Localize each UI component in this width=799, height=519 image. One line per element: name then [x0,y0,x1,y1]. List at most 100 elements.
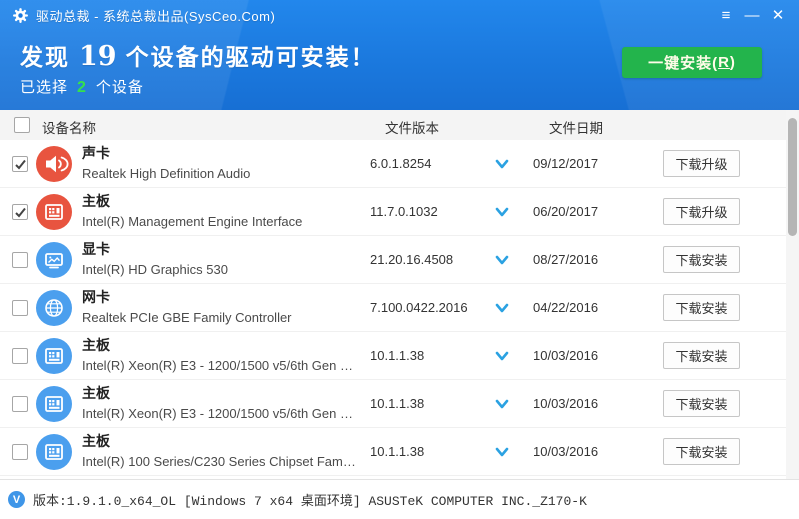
install-label-post: ) [729,54,736,71]
found-prefix: 发现 [20,44,70,70]
chevron-down-icon[interactable] [494,300,510,316]
version-text: 版本:1.9.1.0_x64_OL [Windows 7 x64 桌面环境] A… [33,494,587,509]
file-date: 10/03/2016 [533,444,599,459]
version-badge-icon: V [8,491,25,508]
status-footer: V 版本:1.9.1.0_x64_OL [Windows 7 x64 桌面环境]… [0,479,799,519]
row-checkbox[interactable] [12,252,28,268]
row-checkbox[interactable] [12,348,28,364]
file-date: 08/27/2016 [533,252,599,267]
file-version: 21.20.16.4508 [370,252,454,267]
chevron-down-icon[interactable] [494,348,510,364]
device-names: 显卡 Intel(R) HD Graphics 530 [82,239,228,280]
gear-logo-icon [12,7,29,24]
file-date: 06/20/2017 [533,204,599,219]
motherboard-icon [36,338,72,374]
row-checkbox[interactable] [12,204,28,220]
device-type: 主板 [82,385,110,401]
window-controls: ≡ — ✕ [715,4,789,26]
file-date: 09/12/2017 [533,156,599,171]
found-suffix: 个设备的驱动可安装！ [125,44,376,70]
column-header-file-date: 文件日期 [549,121,603,136]
file-date: 04/22/2016 [533,300,599,315]
device-description: Intel(R) Xeon(R) E3 - 1200/1500 v5/6th G… [82,358,353,373]
download-action-button[interactable]: 下载安装 [663,390,740,417]
found-devices-headline: 发现 19 个设备的驱动可安装！ [20,38,376,72]
device-description: Realtek High Definition Audio [82,166,251,181]
device-type: 显卡 [82,241,110,257]
device-row[interactable]: 主板 Intel(R) 100 Series/C230 Series Chips… [0,428,786,476]
download-action-button[interactable]: 下载升级 [663,198,740,225]
device-names: 主板 Intel(R) Xeon(R) E3 - 1200/1500 v5/6t… [82,383,353,424]
one-click-install-button[interactable]: 一键安装(R) [622,47,762,78]
file-version: 10.1.1.38 [370,396,425,411]
device-names: 主板 Intel(R) Xeon(R) E3 - 1200/1500 v5/6t… [82,335,353,376]
scrollbar-thumb[interactable] [788,118,797,236]
display-icon [36,242,72,278]
row-checkbox[interactable] [12,444,28,460]
file-date: 10/03/2016 [533,396,599,411]
chevron-down-icon[interactable] [494,204,510,220]
device-row[interactable]: 声卡 Realtek High Definition Audio 6.0.1.8… [0,140,786,188]
install-label-key: R [718,54,730,71]
globe-icon [36,290,72,326]
device-row[interactable]: 主板 Intel(R) Management Engine Interface … [0,188,786,236]
selected-prefix: 已选择 [20,79,69,96]
selected-devices-line: 已选择 2 个设备 [20,76,144,97]
file-version: 10.1.1.38 [370,444,425,459]
device-row[interactable]: 显卡 Intel(R) HD Graphics 530 21.20.16.450… [0,236,786,284]
device-list: 声卡 Realtek High Definition Audio 6.0.1.8… [0,140,786,476]
file-version: 11.7.0.1032 [370,204,438,219]
motherboard-icon [36,386,72,422]
select-all-checkbox[interactable] [14,117,30,133]
install-label-pre: 一键安装( [648,55,719,72]
motherboard-icon [36,434,72,470]
device-description: Intel(R) 100 Series/C230 Series Chipset … [82,454,356,469]
file-version: 6.0.1.8254 [370,156,432,171]
chevron-down-icon[interactable] [494,252,510,268]
selected-count: 2 [77,79,87,96]
close-icon[interactable]: ✕ [771,7,785,24]
device-row[interactable]: 主板 Intel(R) Xeon(R) E3 - 1200/1500 v5/6t… [0,332,786,380]
minimize-icon[interactable]: — [744,6,760,24]
download-action-button[interactable]: 下载安装 [663,342,740,369]
row-checkbox[interactable] [12,396,28,412]
column-header-device-name: 设备名称 [42,121,96,136]
device-description: Intel(R) HD Graphics 530 [82,262,228,277]
device-names: 声卡 Realtek High Definition Audio [82,143,250,184]
file-version: 7.100.0422.2016 [370,300,468,315]
row-checkbox[interactable] [12,156,28,172]
device-type: 主板 [82,433,110,449]
device-description: Realtek PCIe GBE Family Controller [82,310,292,325]
device-description: Intel(R) Management Engine Interface [82,214,303,229]
column-header-file-version: 文件版本 [385,121,439,136]
device-row[interactable]: 网卡 Realtek PCIe GBE Family Controller 7.… [0,284,786,332]
window-title: 驱动总裁 - 系统总裁出品(SysCeo.Com) [36,8,276,24]
row-checkbox[interactable] [12,300,28,316]
chevron-down-icon[interactable] [494,156,510,172]
download-action-button[interactable]: 下载安装 [663,294,740,321]
file-date: 10/03/2016 [533,348,599,363]
menu-icon[interactable]: ≡ [721,6,731,24]
device-description: Intel(R) Xeon(R) E3 - 1200/1500 v5/6th G… [82,406,353,421]
device-type: 主板 [82,193,110,209]
file-version: 10.1.1.38 [370,348,425,363]
speaker-icon [36,146,72,182]
chevron-down-icon[interactable] [494,396,510,412]
scrollbar-track[interactable] [786,110,799,480]
device-type: 主板 [82,337,110,353]
chevron-down-icon[interactable] [494,444,510,460]
table-header: 设备名称 文件版本 文件日期 [0,110,799,140]
device-names: 主板 Intel(R) Management Engine Interface [82,191,302,232]
device-row[interactable]: 主板 Intel(R) Xeon(R) E3 - 1200/1500 v5/6t… [0,380,786,428]
found-count: 19 [79,41,117,72]
device-names: 网卡 Realtek PCIe GBE Family Controller [82,287,292,328]
selected-suffix: 个设备 [95,79,144,96]
download-action-button[interactable]: 下载安装 [663,438,740,465]
download-action-button[interactable]: 下载升级 [663,150,740,177]
device-type: 网卡 [82,289,110,305]
device-type: 声卡 [82,145,110,161]
motherboard-icon [36,194,72,230]
download-action-button[interactable]: 下载安装 [663,246,740,273]
device-names: 主板 Intel(R) 100 Series/C230 Series Chips… [82,431,356,472]
